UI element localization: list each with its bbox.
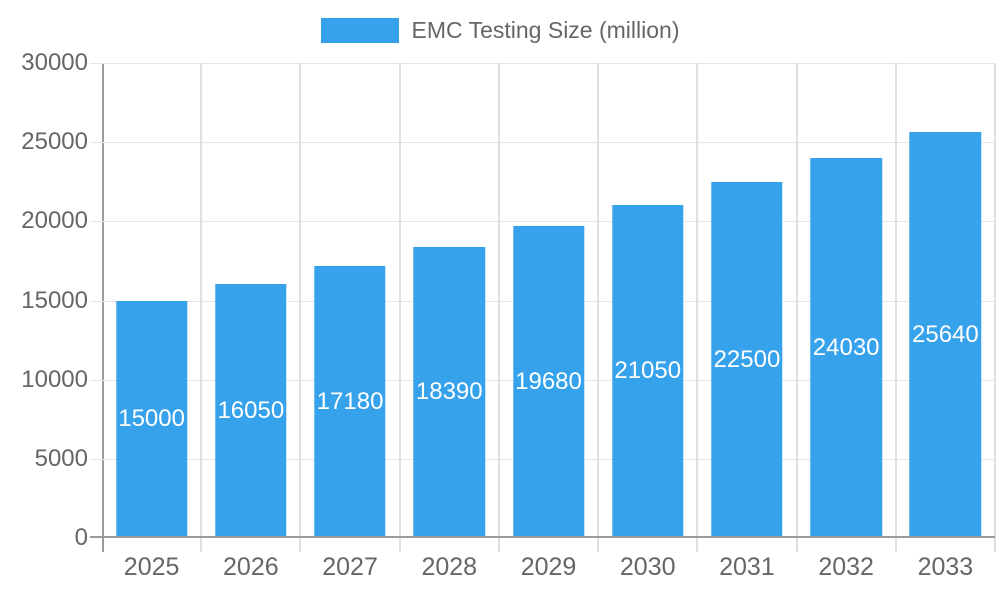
bar-value-label: 22500: [713, 345, 781, 373]
x-tick-label: 2025: [123, 553, 180, 581]
legend-label: EMC Testing Size (million): [411, 17, 680, 43]
gridline-vertical: [497, 63, 500, 552]
bar-value-label: 21050: [614, 357, 682, 385]
bar-value-label: 18390: [415, 378, 483, 406]
y-tick-label: 5000: [34, 444, 88, 472]
x-tick-label: 2028: [421, 553, 478, 581]
bar-value-label: 15000: [118, 405, 185, 433]
x-tick-label: 2029: [520, 553, 577, 581]
y-tick-label: 10000: [21, 365, 88, 393]
bar-value-label: 17180: [316, 387, 384, 415]
y-tick-label: 15000: [21, 286, 88, 314]
x-axis-line: [90, 536, 995, 538]
y-tick-label: 30000: [21, 49, 88, 76]
gridline-vertical: [696, 63, 699, 552]
bar: 22500: [711, 181, 783, 538]
x-tick-label: 2031: [719, 553, 775, 581]
y-axis-labels: 0 5000 10000 15000 20000 25000 30000: [0, 50, 88, 551]
gridline-vertical: [299, 63, 302, 552]
gridline-horizontal: [90, 221, 995, 223]
bar: 24030: [810, 157, 882, 538]
gridline-horizontal: [90, 142, 995, 144]
bar-value-label: 25640: [912, 321, 979, 349]
bar: 17180: [314, 265, 386, 538]
x-axis-labels: 2025 2026 2027 2028 2029 2030 2031 2032 2033: [102, 552, 995, 582]
bar: 21050: [612, 204, 684, 538]
bar: 19680: [512, 226, 585, 538]
gridline-vertical: [994, 63, 996, 552]
y-axis-line: [102, 63, 104, 552]
gridline-horizontal: [90, 63, 995, 64]
bar-value-label: 24030: [812, 333, 880, 361]
x-tick-label: 2033: [917, 553, 974, 581]
gridline-vertical: [200, 63, 203, 552]
y-tick-label: 20000: [21, 207, 88, 235]
bar-value-label: 19680: [515, 368, 582, 396]
y-tick-label: 0: [74, 524, 88, 551]
x-tick-label: 2030: [619, 553, 676, 581]
plot-area: 15000 16050 17180 18390 19680 21050 22500 24030…: [90, 63, 996, 552]
bar: 15000: [115, 300, 188, 538]
x-tick-label: 2027: [322, 553, 378, 581]
bar: 25640: [909, 132, 982, 538]
x-tick-label: 2032: [818, 553, 874, 581]
legend-swatch: [320, 18, 399, 43]
bar-value-label: 16050: [217, 396, 285, 424]
gridline-vertical: [795, 63, 798, 552]
gridline-vertical: [398, 63, 401, 552]
gridline-vertical: [597, 63, 600, 552]
bar: 18390: [413, 246, 485, 538]
bar: 16050: [215, 283, 287, 538]
y-tick-label: 25000: [21, 128, 88, 156]
x-tick-label: 2026: [223, 553, 279, 581]
legend[interactable]: EMC Testing Size (million): [0, 18, 1000, 43]
gridline-vertical: [894, 63, 897, 552]
